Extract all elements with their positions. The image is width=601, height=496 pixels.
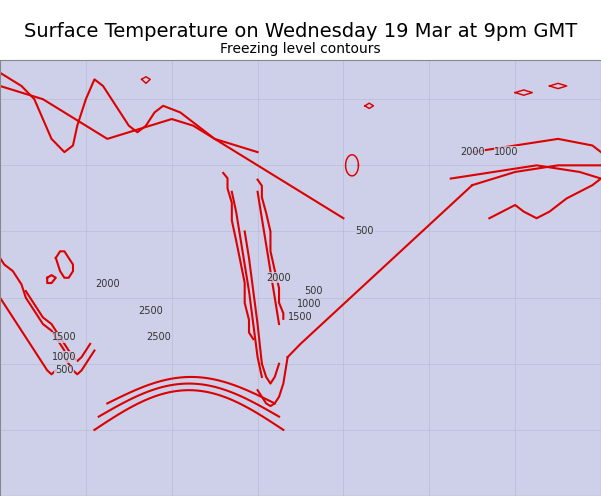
Text: 1500: 1500 <box>52 332 77 342</box>
Text: 500: 500 <box>55 366 74 375</box>
Text: 2000: 2000 <box>267 273 291 283</box>
Text: 1000: 1000 <box>494 147 519 157</box>
Text: 2500: 2500 <box>138 306 163 316</box>
Text: 2000: 2000 <box>95 279 120 289</box>
Text: 500: 500 <box>356 227 374 237</box>
Text: Freezing level contours: Freezing level contours <box>220 42 381 56</box>
Text: 1000: 1000 <box>52 352 77 362</box>
Text: 1500: 1500 <box>288 312 313 322</box>
Text: 500: 500 <box>304 286 323 296</box>
Text: Surface Temperature on Wednesday 19 Mar at 9pm GMT: Surface Temperature on Wednesday 19 Mar … <box>24 22 577 41</box>
Text: 2500: 2500 <box>147 332 171 342</box>
Text: 1000: 1000 <box>297 299 322 309</box>
Text: 2000: 2000 <box>460 147 484 157</box>
